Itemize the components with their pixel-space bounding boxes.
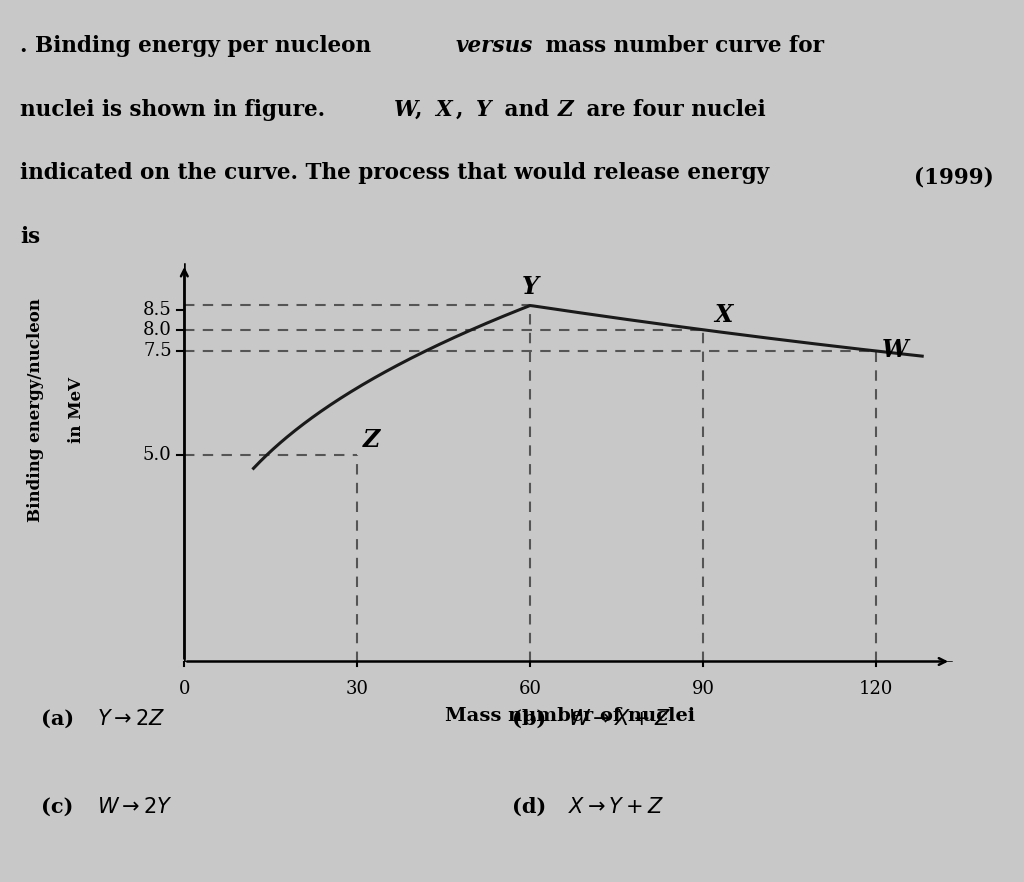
Text: are four nuclei: are four nuclei <box>579 99 765 121</box>
Text: 120: 120 <box>859 680 893 699</box>
Text: 5.0: 5.0 <box>143 445 172 464</box>
Text: mass number curve for: mass number curve for <box>538 35 823 57</box>
Text: $W \rightarrow 2Y$: $W \rightarrow 2Y$ <box>97 797 173 817</box>
Text: 8.5: 8.5 <box>143 301 172 318</box>
Text: (d): (d) <box>512 797 554 817</box>
Text: 0: 0 <box>178 680 190 699</box>
Text: X: X <box>715 303 733 327</box>
Text: Z: Z <box>364 429 380 452</box>
Text: (b): (b) <box>512 709 554 729</box>
Text: Binding energy/nucleon: Binding energy/nucleon <box>28 298 44 522</box>
Text: (1999): (1999) <box>913 167 993 189</box>
Text: X: X <box>435 99 452 121</box>
Text: Y: Y <box>476 99 492 121</box>
Text: 7.5: 7.5 <box>143 342 172 360</box>
Text: 60: 60 <box>519 680 542 699</box>
Text: Y: Y <box>522 275 539 299</box>
Text: in MeV: in MeV <box>69 377 85 443</box>
Text: ,: , <box>415 99 430 121</box>
Text: $W \rightarrow X + Z$: $W \rightarrow X + Z$ <box>568 709 671 729</box>
Text: $Y \rightarrow 2Z$: $Y \rightarrow 2Z$ <box>97 709 166 729</box>
Text: Mass number of nuclei: Mass number of nuclei <box>445 707 695 725</box>
Text: 90: 90 <box>691 680 715 699</box>
Text: W: W <box>394 99 419 121</box>
Text: Z: Z <box>558 99 573 121</box>
Text: (a): (a) <box>41 709 81 729</box>
Text: ,: , <box>456 99 471 121</box>
Text: W: W <box>882 338 908 363</box>
Text: . Binding energy per nucleon: . Binding energy per nucleon <box>20 35 379 57</box>
Text: 8.0: 8.0 <box>142 321 172 340</box>
Text: versus: versus <box>456 35 534 57</box>
Text: is: is <box>20 226 41 248</box>
Text: 30: 30 <box>346 680 369 699</box>
Text: (c): (c) <box>41 797 81 817</box>
Text: $X \rightarrow Y + Z$: $X \rightarrow Y + Z$ <box>568 797 665 817</box>
Text: nuclei is shown in figure.: nuclei is shown in figure. <box>20 99 333 121</box>
Text: and: and <box>497 99 556 121</box>
Text: indicated on the curve. The process that would release energy: indicated on the curve. The process that… <box>20 162 770 184</box>
